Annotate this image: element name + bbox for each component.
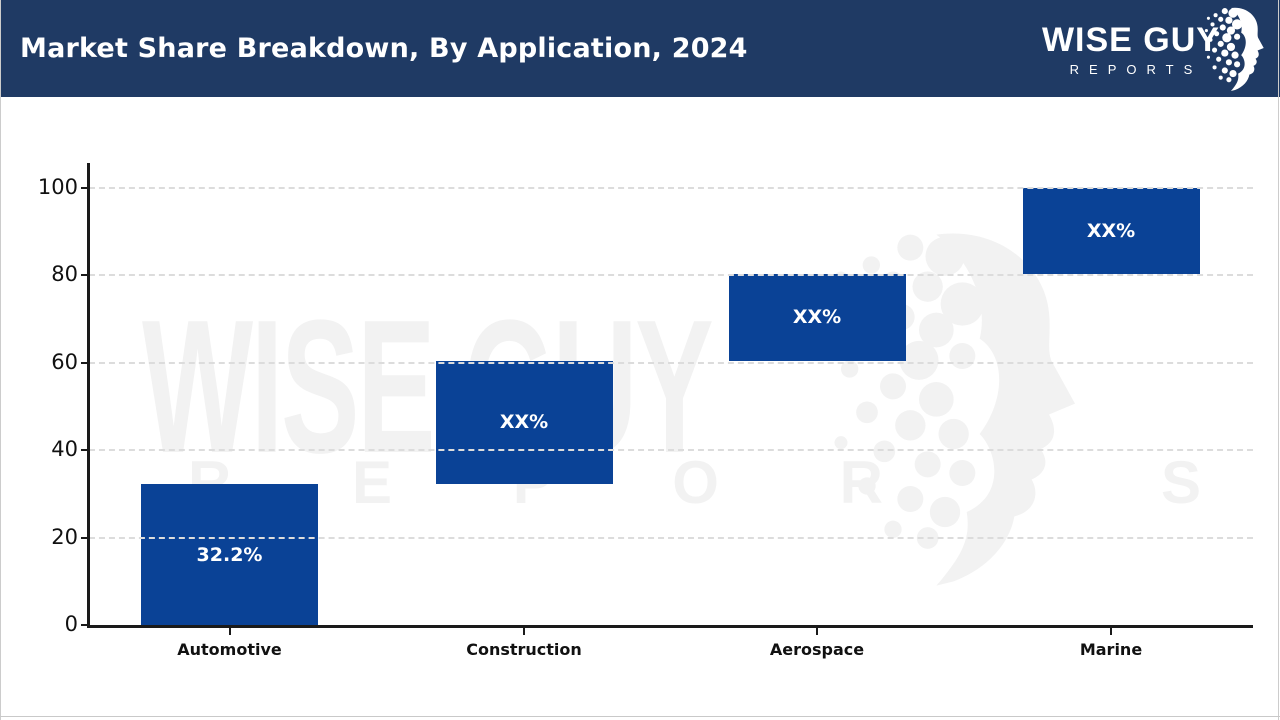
- y-axis: [87, 163, 90, 627]
- y-tick-40: [81, 449, 89, 451]
- logo-wordmark: WISE GUY: [1041, 20, 1220, 59]
- y-tick-20: [81, 536, 89, 539]
- bar-value-label: XX%: [792, 306, 842, 329]
- y-tick-label-40: 40: [51, 437, 78, 461]
- x-tick-2: [816, 627, 818, 635]
- y-tick-60: [81, 361, 89, 364]
- y-tick-label-20: 20: [51, 524, 78, 549]
- x-axis: [87, 625, 1253, 628]
- x-tick-label-0: Automotive: [177, 640, 282, 659]
- x-tick-0: [228, 627, 231, 635]
- y-tick-label-100: 100: [37, 174, 78, 199]
- header-bar: Market Share Breakdown, By Application, …: [0, 0, 1280, 97]
- y-tick-0: [81, 624, 89, 626]
- bar-automotive: 32.2%: [141, 484, 318, 625]
- logo-subtitle: REPORTS: [1069, 61, 1203, 77]
- wise-guy-reports-logo: WISE GUY REPORTS: [1042, 0, 1280, 97]
- page-border-right: [1278, 0, 1279, 720]
- page-border-left: [0, 0, 1, 720]
- x-tick-1: [523, 627, 525, 635]
- bar-construction: XX%: [435, 360, 613, 485]
- watermark-subtitle: R E P O R T S: [188, 449, 1253, 516]
- gridline-20: [89, 536, 1253, 539]
- gridline-60: [89, 361, 1253, 364]
- x-tick-label-2: Aerospace: [769, 640, 865, 659]
- gridline-80: [89, 274, 1253, 276]
- page-border-bottom: [0, 716, 1280, 717]
- y-tick-label-60: 60: [51, 349, 78, 374]
- gridline-100: [89, 186, 1253, 189]
- y-tick-label-80: 80: [51, 262, 78, 286]
- x-tick-label-1: Construction: [466, 640, 582, 659]
- y-tick-label-0: 0: [64, 612, 78, 636]
- bar-marine: XX%: [1022, 187, 1200, 274]
- y-tick-80: [81, 274, 89, 276]
- bar-aerospace: XX%: [728, 273, 906, 361]
- bar-value-label: XX%: [1086, 219, 1136, 242]
- gridline-40: [89, 449, 1253, 451]
- bar-value-label: 32.2%: [196, 543, 263, 566]
- y-tick-100: [81, 186, 89, 189]
- head-profile-dots-icon: [1204, 7, 1264, 91]
- chart-title: Market Share Breakdown, By Application, …: [20, 33, 748, 64]
- x-tick-3: [1110, 627, 1112, 635]
- x-tick-label-3: Marine: [1079, 640, 1143, 659]
- bar-value-label: XX%: [499, 411, 549, 434]
- logo-text: WISE GUY REPORTS: [1042, 21, 1220, 77]
